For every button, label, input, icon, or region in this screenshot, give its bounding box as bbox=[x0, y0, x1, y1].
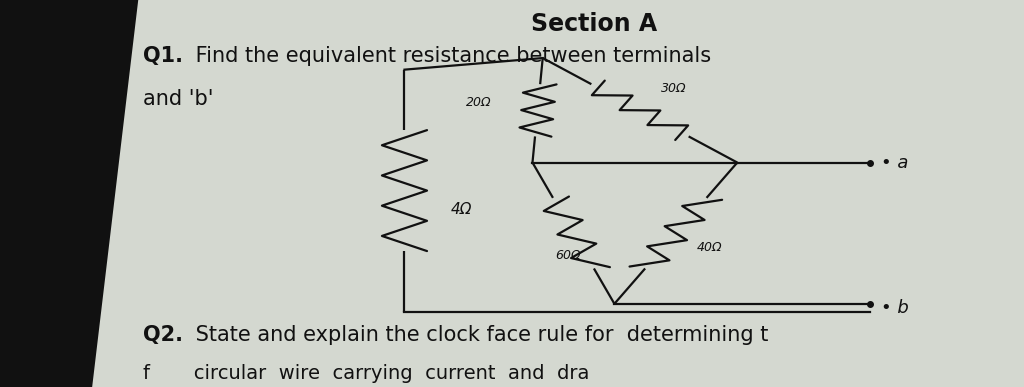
Text: 30Ω: 30Ω bbox=[660, 82, 686, 95]
Polygon shape bbox=[0, 0, 138, 387]
Text: Q2.: Q2. bbox=[143, 325, 183, 345]
Text: 4Ω: 4Ω bbox=[451, 202, 472, 217]
Text: 60Ω: 60Ω bbox=[556, 249, 581, 262]
Text: 20Ω: 20Ω bbox=[466, 96, 492, 109]
Text: and 'b': and 'b' bbox=[143, 89, 214, 109]
Text: 40Ω: 40Ω bbox=[696, 241, 722, 254]
Text: State and explain the clock face rule for  determining t: State and explain the clock face rule fo… bbox=[189, 325, 769, 345]
Text: f       circular  wire  carrying  current  and  dra: f circular wire carrying current and dra bbox=[143, 364, 590, 383]
Text: Find the equivalent resistance between terminals: Find the equivalent resistance between t… bbox=[189, 46, 712, 67]
Text: • a: • a bbox=[881, 154, 908, 171]
Text: Q1.: Q1. bbox=[143, 46, 183, 67]
Text: Section A: Section A bbox=[530, 12, 657, 36]
Text: • b: • b bbox=[881, 299, 908, 317]
